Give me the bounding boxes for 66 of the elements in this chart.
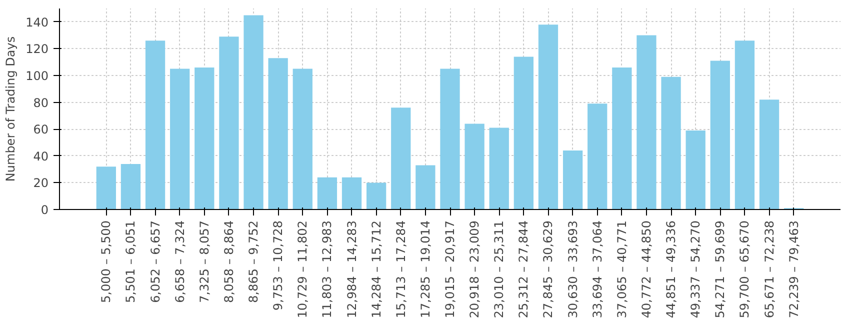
bar [366, 182, 386, 210]
bar [268, 58, 288, 210]
bar [489, 128, 509, 210]
bar [440, 68, 460, 210]
y-tick-label: 0 [40, 203, 49, 217]
x-tick-label: 40,772 – 44,850 [639, 220, 654, 318]
bar [759, 100, 780, 210]
x-tick-label: 12,984 – 14,283 [344, 220, 359, 318]
x-tick-label: 30,630 – 33,693 [566, 220, 580, 318]
x-tick-label: 6,658 – 7,324 [172, 220, 187, 303]
y-axis-title: Number of Trading Days [4, 36, 18, 182]
bar [686, 130, 706, 210]
x-tick-label: 8,865 – 9,752 [246, 220, 261, 303]
bar [612, 67, 632, 210]
bar [710, 60, 730, 210]
y-tick-label: 120 [26, 42, 48, 56]
bar [170, 68, 190, 210]
bar [219, 36, 239, 210]
x-tick-label: 54,271 – 59,699 [713, 220, 728, 318]
x-tick-label: 6,052 – 6,657 [148, 220, 162, 303]
x-tick-label: 27,845 – 30,629 [541, 220, 556, 318]
bar [416, 165, 436, 210]
bar [96, 166, 116, 210]
bar [562, 150, 583, 210]
bar [661, 76, 681, 210]
x-tick-label: 8,058 – 8,864 [222, 220, 236, 303]
bar [734, 40, 755, 210]
x-tick-label: 59,700 – 65,670 [738, 220, 752, 318]
bar [588, 104, 608, 210]
x-tick-label: 11,803 – 12,983 [320, 220, 334, 318]
x-tick-label: 65,671 – 72,238 [762, 220, 776, 318]
x-tick-label: 5,000 – 5,500 [99, 220, 114, 303]
bar [464, 124, 484, 210]
x-tick-label: 44,851 – 49,336 [664, 220, 678, 318]
x-tick-label: 14,284 – 15,712 [369, 220, 384, 318]
x-tick-label: 49,337 – 54,270 [688, 220, 703, 318]
bar [538, 24, 558, 210]
x-tick-label: 9,753 – 10,728 [271, 220, 286, 310]
bar [194, 67, 214, 210]
y-tick-label: 80 [33, 96, 49, 110]
bar [342, 177, 362, 210]
x-tick-label: 10,729 – 11,802 [296, 220, 310, 318]
bar [145, 40, 166, 210]
x-tick-label: 19,015 – 20,917 [443, 220, 457, 318]
bar [391, 108, 411, 210]
y-tick-label: 140 [26, 15, 48, 30]
x-tick-label: 17,285 – 19,014 [418, 220, 432, 318]
bar [317, 177, 338, 210]
x-tick-label: 72,239 – 79,463 [786, 220, 801, 318]
y-tick-label: 60 [33, 122, 49, 137]
x-tick-label: 20,918 – 23,009 [468, 220, 482, 318]
x-tick-label: 25,312 – 27,844 [516, 220, 531, 318]
y-tick-label: 20 [33, 176, 49, 190]
x-tick-label: 37,065 – 40,771 [614, 220, 629, 318]
bar [292, 68, 312, 210]
bar [244, 15, 264, 210]
x-tick-label: 5,501 – 6,051 [124, 220, 138, 303]
x-tick-label: 23,010 – 25,311 [492, 220, 506, 318]
x-tick-label: 33,694 – 37,064 [590, 220, 604, 318]
x-tick-label: 7,325 – 8,057 [197, 220, 212, 303]
y-tick-label: 100 [26, 69, 48, 83]
x-tick-label: 15,713 – 17,284 [394, 220, 408, 318]
bar [120, 164, 141, 210]
y-tick-label: 40 [33, 149, 49, 164]
bar [514, 56, 534, 210]
bar [636, 35, 656, 210]
